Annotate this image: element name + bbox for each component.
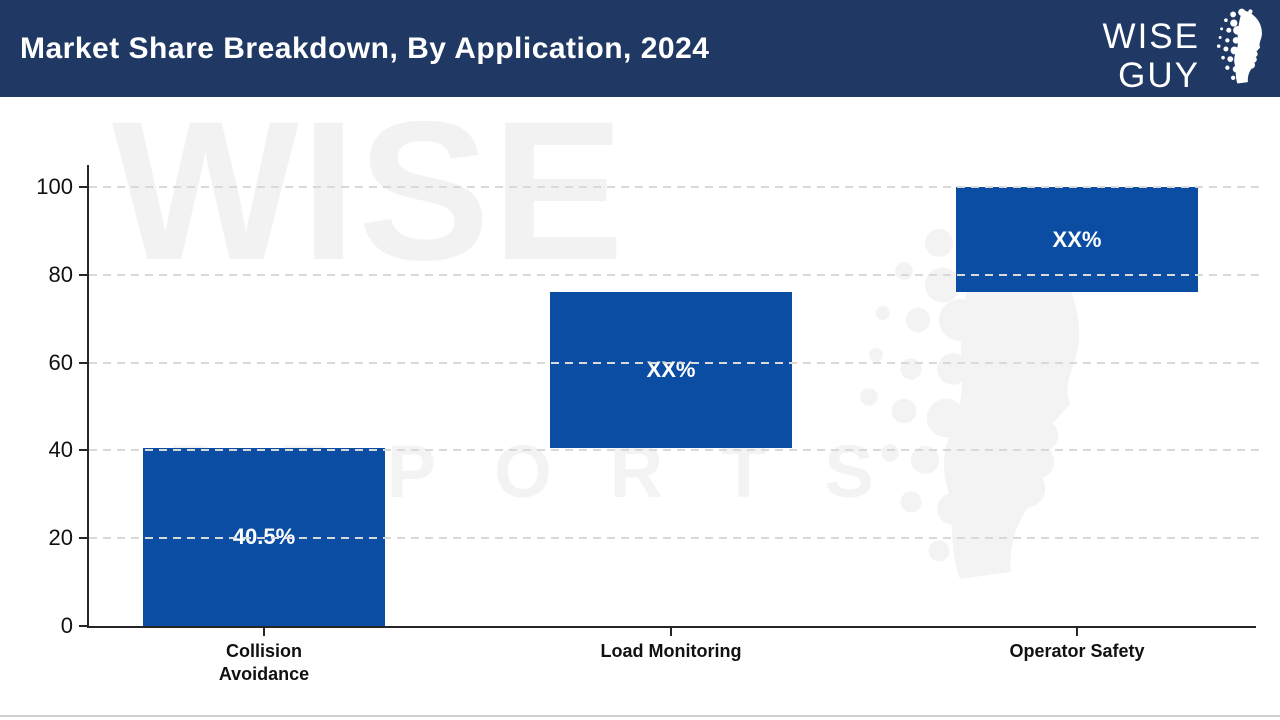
y-tick-label-40: 40 — [48, 437, 73, 463]
x-axis-spine — [87, 626, 1256, 628]
gridline-40 — [89, 449, 1262, 452]
category-label-line: Operator Safety — [1009, 641, 1145, 661]
y-tick-label-60: 60 — [48, 349, 73, 375]
chart-area: WISE REPORTS 40.5% XX% XX% 0 20 40 60 80 100 Coll… — [0, 92, 1280, 720]
category-label-operator-safety: Operator Safety — [1009, 640, 1144, 663]
y-tick-label-20: 20 — [48, 525, 73, 551]
y-tick-20 — [79, 537, 87, 540]
bar-value-label: XX% — [1052, 226, 1102, 252]
y-tick-60 — [79, 361, 87, 364]
brand-name: WISE GUY — [1102, 17, 1200, 95]
y-axis-spine — [87, 165, 89, 628]
category-label-line: Avoidance — [218, 663, 310, 684]
y-tick-0 — [79, 625, 87, 627]
category-label-load-monitoring: Load Monitoring — [601, 640, 742, 663]
gridline-20 — [89, 537, 1262, 540]
bar-value-label: XX% — [646, 357, 696, 383]
figure-bottom-border — [0, 715, 1280, 717]
bar-load-monitoring: XX% — [550, 292, 792, 449]
bar-operator-safety: XX% — [956, 187, 1198, 293]
y-tick-label-100: 100 — [36, 174, 73, 199]
category-label-line: Collision — [226, 641, 302, 661]
category-label-line: Load Monitoring — [600, 641, 742, 661]
y-tick-80 — [79, 273, 87, 276]
x-tick-load-monitoring — [670, 628, 672, 636]
bar-value-label: 40.5% — [232, 524, 296, 550]
y-tick-100 — [79, 186, 87, 188]
gridline-60 — [89, 361, 1262, 364]
category-label-collision-avoidance: Collision Avoidance — [219, 640, 309, 685]
page-title: Market Share Breakdown, By Application, … — [20, 31, 710, 65]
bar-collision-avoidance: 40.5% — [143, 448, 385, 626]
x-tick-operator-safety — [1076, 628, 1078, 636]
y-tick-label-80: 80 — [48, 261, 73, 287]
watermark-text-wise: WISE — [112, 80, 627, 301]
gridline-80 — [89, 273, 1262, 276]
gridline-100 — [89, 186, 1262, 188]
x-tick-collision-avoidance — [263, 628, 265, 636]
y-tick-40 — [79, 449, 87, 452]
y-tick-label-0: 0 — [60, 613, 73, 638]
